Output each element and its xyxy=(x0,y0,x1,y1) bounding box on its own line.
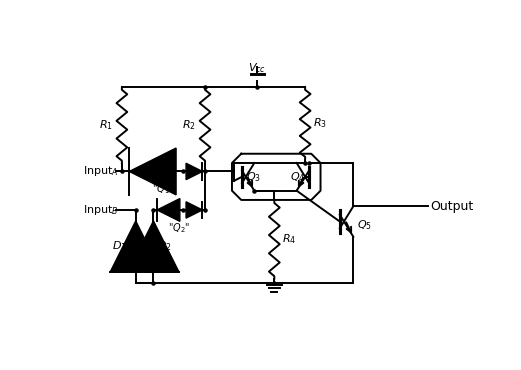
Text: Output: Output xyxy=(430,200,473,213)
Text: $R_3$: $R_3$ xyxy=(313,117,327,130)
Polygon shape xyxy=(186,163,203,180)
Polygon shape xyxy=(128,221,179,272)
Text: $D_1$: $D_1$ xyxy=(111,240,127,253)
Text: $R_4$: $R_4$ xyxy=(282,233,296,246)
Text: $R_1$: $R_1$ xyxy=(98,118,113,132)
Text: Input$_B$: Input$_B$ xyxy=(83,203,119,217)
Text: $Q_3$: $Q_3$ xyxy=(246,170,261,184)
Polygon shape xyxy=(157,199,180,221)
Polygon shape xyxy=(186,202,203,218)
Polygon shape xyxy=(129,148,176,195)
Text: $D_2$: $D_2$ xyxy=(157,240,172,253)
Text: "$Q_2$": "$Q_2$" xyxy=(168,221,190,235)
Text: $R_2$: $R_2$ xyxy=(182,118,196,132)
Polygon shape xyxy=(110,221,162,272)
Text: Input$_A$: Input$_A$ xyxy=(83,164,119,178)
Text: $Q_5$: $Q_5$ xyxy=(357,218,372,232)
Text: "$Q_1$": "$Q_1$" xyxy=(152,182,175,196)
Text: $V_{cc}$: $V_{cc}$ xyxy=(249,61,266,75)
Text: $Q_4$: $Q_4$ xyxy=(290,170,305,184)
